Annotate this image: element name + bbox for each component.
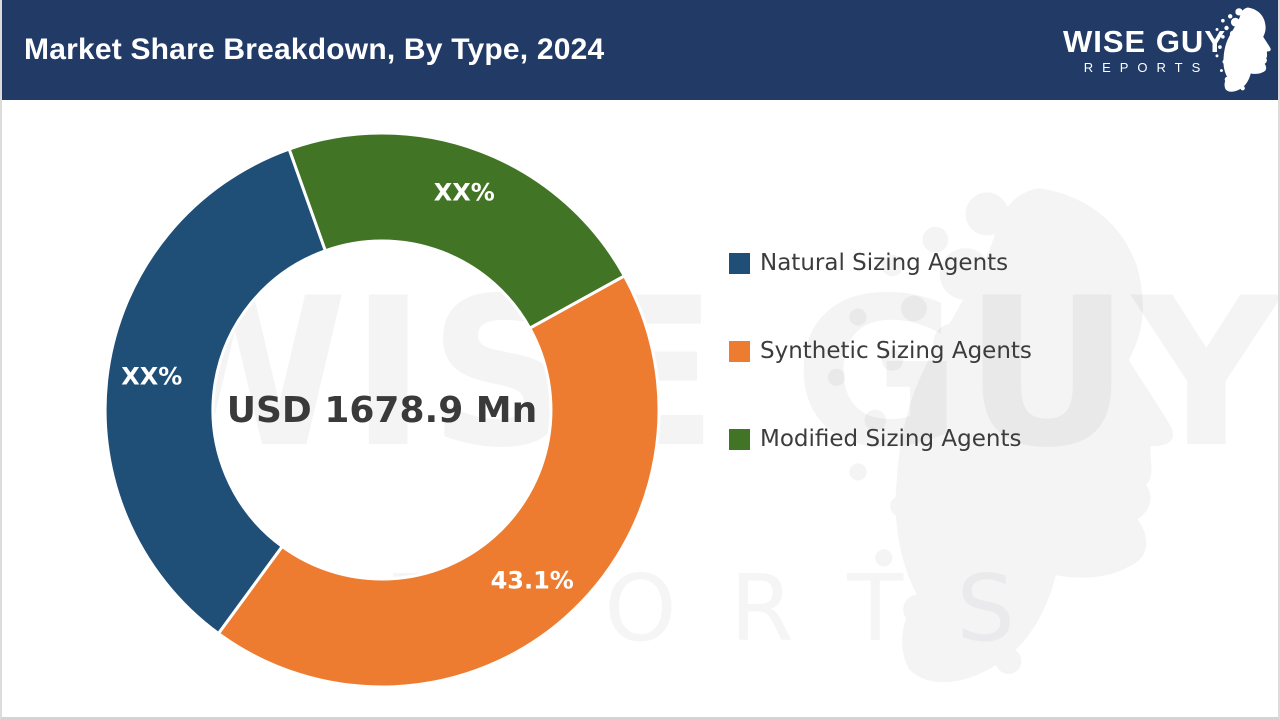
donut-slices: XX% 43.1% XX% — [103, 131, 661, 689]
legend-swatch-synthetic — [729, 340, 750, 362]
donut-svg: XX% 43.1% XX% USD 1678.9 Mn — [103, 131, 661, 689]
donut-slice — [216, 273, 661, 689]
legend-label-natural: Natural Sizing Agents — [760, 250, 1009, 276]
header-bar: Market Share Breakdown, By Type, 2024 WI… — [2, 0, 1278, 100]
slice-label: 43.1% — [491, 566, 574, 594]
legend-item-modified: Modified Sizing Agents — [729, 426, 1032, 452]
donut-chart: XX% 43.1% XX% USD 1678.9 Mn — [82, 110, 682, 710]
donut-slice — [287, 131, 627, 331]
logo-wordmark: WISE GUY — [1062, 23, 1226, 59]
donut-slice — [103, 147, 328, 636]
legend-label-modified: Modified Sizing Agents — [760, 426, 1022, 452]
legend-swatch-natural — [729, 252, 750, 274]
slice-label: XX% — [121, 362, 182, 390]
legend-item-synthetic: Synthetic Sizing Agents — [729, 338, 1032, 364]
legend-swatch-modified — [729, 428, 750, 450]
slice-label: XX% — [434, 178, 495, 206]
page-title: Market Share Breakdown, By Type, 2024 — [24, 33, 605, 66]
donut-center-value: USD 1678.9 Mn — [227, 390, 537, 431]
logo-subtitle: REPORTS — [1083, 59, 1210, 75]
chart-legend: Natural Sizing Agents Synthetic Sizing A… — [729, 250, 1032, 452]
wise-guy-logo: WISE GUY REPORTS — [1063, 0, 1278, 100]
legend-label-synthetic: Synthetic Sizing Agents — [760, 338, 1032, 364]
legend-item-natural: Natural Sizing Agents — [729, 250, 1032, 276]
logo-text: WISE GUY REPORTS — [1063, 26, 1226, 75]
